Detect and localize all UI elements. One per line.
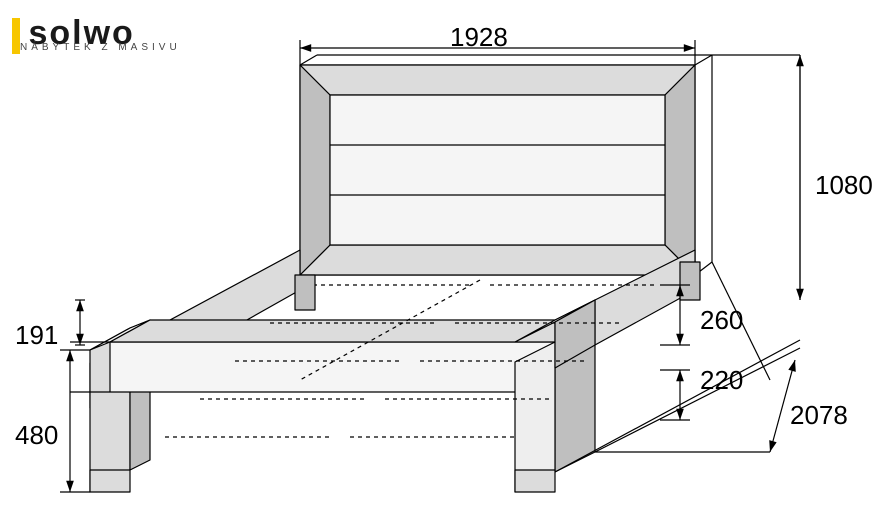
bed-diagram	[0, 0, 893, 515]
